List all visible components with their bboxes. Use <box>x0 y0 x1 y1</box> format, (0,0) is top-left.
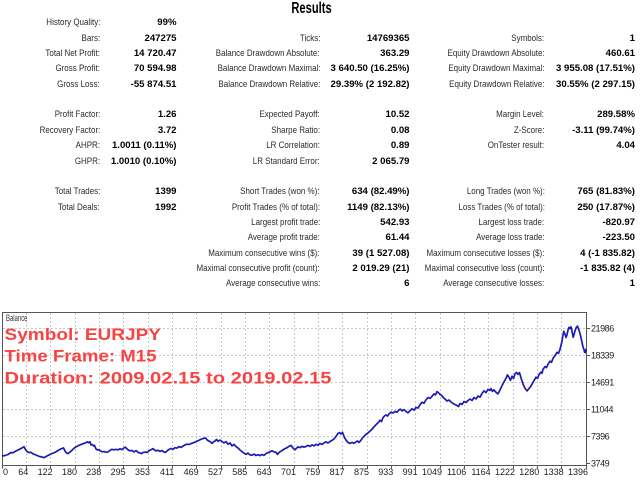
svg-text:933: 933 <box>378 467 393 477</box>
svg-text:180: 180 <box>62 467 77 477</box>
svg-text:1164: 1164 <box>471 467 490 477</box>
svg-text:64: 64 <box>18 467 28 477</box>
svg-text:469: 469 <box>184 467 199 477</box>
svg-text:585: 585 <box>232 467 247 477</box>
svg-text:817: 817 <box>330 467 345 477</box>
svg-text:353: 353 <box>135 467 150 477</box>
svg-text:Balance: Balance <box>6 313 28 323</box>
svg-text:1222: 1222 <box>495 467 515 477</box>
svg-text:1396: 1396 <box>568 467 588 477</box>
svg-text:1049: 1049 <box>422 467 442 477</box>
svg-text:7396: 7396 <box>591 432 610 442</box>
svg-text:1338: 1338 <box>544 467 564 477</box>
svg-text:527: 527 <box>208 467 223 477</box>
svg-text:1106: 1106 <box>447 467 466 477</box>
svg-text:701: 701 <box>281 467 296 477</box>
svg-text:991: 991 <box>403 467 418 477</box>
svg-text:1280: 1280 <box>519 467 539 477</box>
svg-text:18339: 18339 <box>591 351 614 361</box>
svg-text:14691: 14691 <box>591 378 614 388</box>
svg-text:875: 875 <box>354 467 369 477</box>
svg-text:238: 238 <box>86 467 101 477</box>
svg-text:643: 643 <box>257 467 272 477</box>
svg-text:Symbol: EURJPY: Symbol: EURJPY <box>5 325 162 344</box>
svg-text:3749: 3749 <box>591 459 610 469</box>
svg-text:21986: 21986 <box>591 324 614 334</box>
svg-text:759: 759 <box>305 467 320 477</box>
svg-text:11044: 11044 <box>591 405 614 415</box>
svg-text:295: 295 <box>111 467 126 477</box>
svg-text:411: 411 <box>160 467 174 477</box>
svg-text:Duration: 2009.02.15 to 2019.0: Duration: 2009.02.15 to 2019.02.15 <box>5 369 332 388</box>
svg-text:0: 0 <box>3 467 8 477</box>
svg-text:Time Frame: M15: Time Frame: M15 <box>5 347 157 366</box>
svg-text:122: 122 <box>38 467 53 477</box>
